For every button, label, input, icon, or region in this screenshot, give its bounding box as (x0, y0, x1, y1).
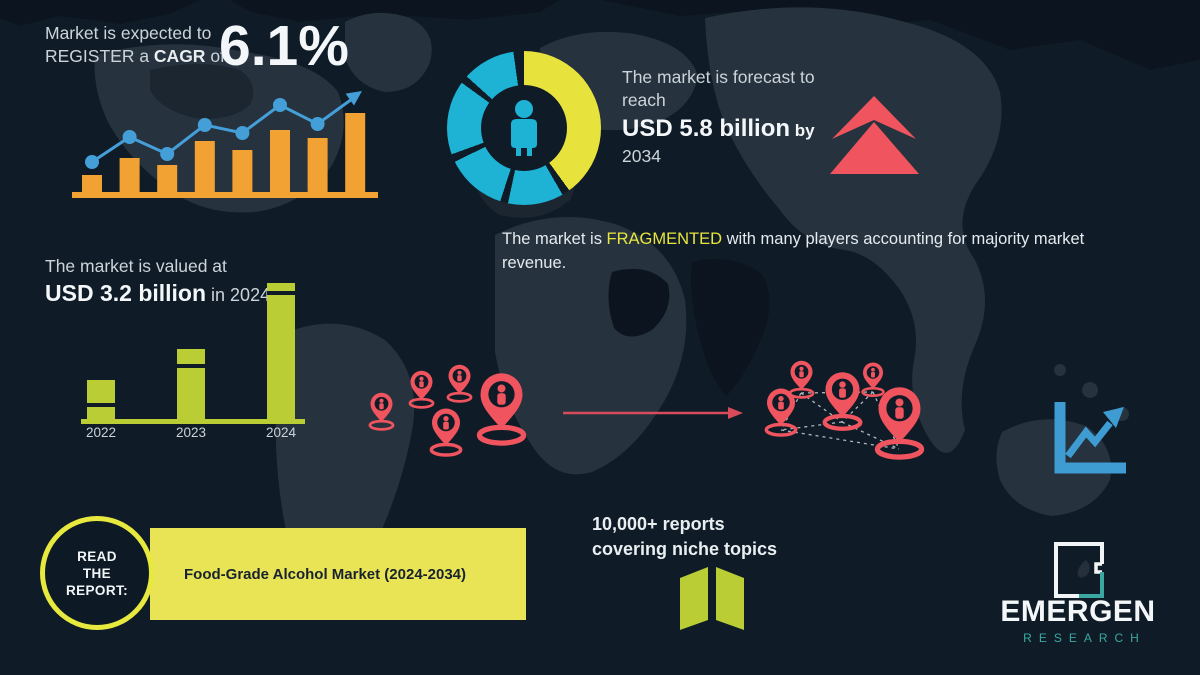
forecast-year: 2034 (622, 146, 661, 166)
valuation-value: USD 3.2 billion (45, 280, 207, 306)
valuation-line1: The market is valued at (45, 256, 227, 276)
cagr-caption: Market is expected to REGISTER a CAGR of (45, 22, 225, 68)
open-book-icon (680, 567, 744, 630)
reports-line1: 10,000+ reports (592, 514, 725, 534)
cagr-caption-cagr: CAGR (153, 46, 206, 66)
cagr-caption-line2-post: of (205, 46, 225, 66)
market-value-chart: 2022 2023 2024 (81, 283, 305, 440)
location-pin-icon (368, 391, 395, 431)
reports-line2: covering niche topics (592, 539, 778, 559)
location-pin-icon (429, 406, 463, 457)
emergen-logo-mark (1054, 542, 1104, 598)
market-players-pins-graphic (368, 359, 990, 490)
fragmented-statement: The market is FRAGMENTED with many playe… (502, 227, 1138, 275)
read-report-line3: REPORT: (65, 582, 129, 598)
growth-up-arrows-icon (830, 96, 919, 174)
location-pin-icon (877, 387, 921, 457)
forecast-line1: The market is forecast to (622, 67, 815, 87)
location-pin-icon (479, 373, 523, 443)
person-icon (511, 100, 537, 156)
report-title: Food-Grade Alcohol Market (2024-2034) (184, 565, 467, 583)
location-pin-icon (825, 372, 861, 429)
report-title-banner[interactable]: Food-Grade Alcohol Market (2024-2034) (150, 528, 526, 620)
location-pin-icon (408, 369, 435, 409)
read-report-line1: READ (77, 548, 117, 564)
logo-subtitle: RESEARCH (1023, 631, 1146, 645)
location-pin-icon (861, 361, 885, 397)
reports-caption: 10,000+ reports covering niche topics (592, 512, 777, 562)
read-report-line2: THE (82, 565, 112, 581)
svg-text:2023: 2023 (176, 425, 206, 440)
valuation-caption: The market is valued at USD 3.2 billion … (45, 255, 270, 307)
valuation-suffix: in 2024 (206, 285, 271, 305)
fragmented-pre: The market is (502, 229, 607, 248)
rising-chart-icon (1054, 402, 1126, 474)
donut-center (481, 85, 567, 171)
forecast-caption: The market is forecast to reach USD 5.8 … (622, 66, 815, 168)
flow-arrowhead (728, 407, 743, 419)
svg-text:2024: 2024 (266, 425, 297, 440)
fragmented-highlight: FRAGMENTED (606, 229, 723, 248)
cagr-growth-chart (72, 91, 378, 198)
read-report-button[interactable]: READ THE REPORT: (40, 516, 154, 630)
location-pin-icon (788, 359, 815, 399)
forecast-value: USD 5.8 billion (622, 115, 791, 142)
cagr-caption-line2-pre: REGISTER a (45, 46, 154, 66)
forecast-line2: reach (622, 90, 666, 110)
location-pin-icon (446, 363, 473, 403)
logo-name: EMERGEN (1000, 595, 1156, 628)
svg-text:2022: 2022 (86, 425, 116, 440)
fragmented-post: with many players accounting for majorit… (502, 229, 1085, 272)
forecast-by: by (790, 121, 815, 140)
cagr-caption-line1: Market is expected to (45, 23, 212, 43)
cagr-value: 6.1% (219, 14, 349, 78)
